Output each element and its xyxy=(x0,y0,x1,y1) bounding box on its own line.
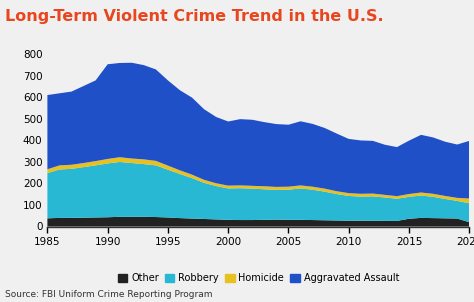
Text: Long-Term Violent Crime Trend in the U.S.: Long-Term Violent Crime Trend in the U.S… xyxy=(5,9,383,24)
Text: Source: FBI Uniform Crime Reporting Program: Source: FBI Uniform Crime Reporting Prog… xyxy=(5,290,212,299)
Legend: Other, Robbery, Homicide, Aggravated Assault: Other, Robbery, Homicide, Aggravated Ass… xyxy=(114,269,403,287)
